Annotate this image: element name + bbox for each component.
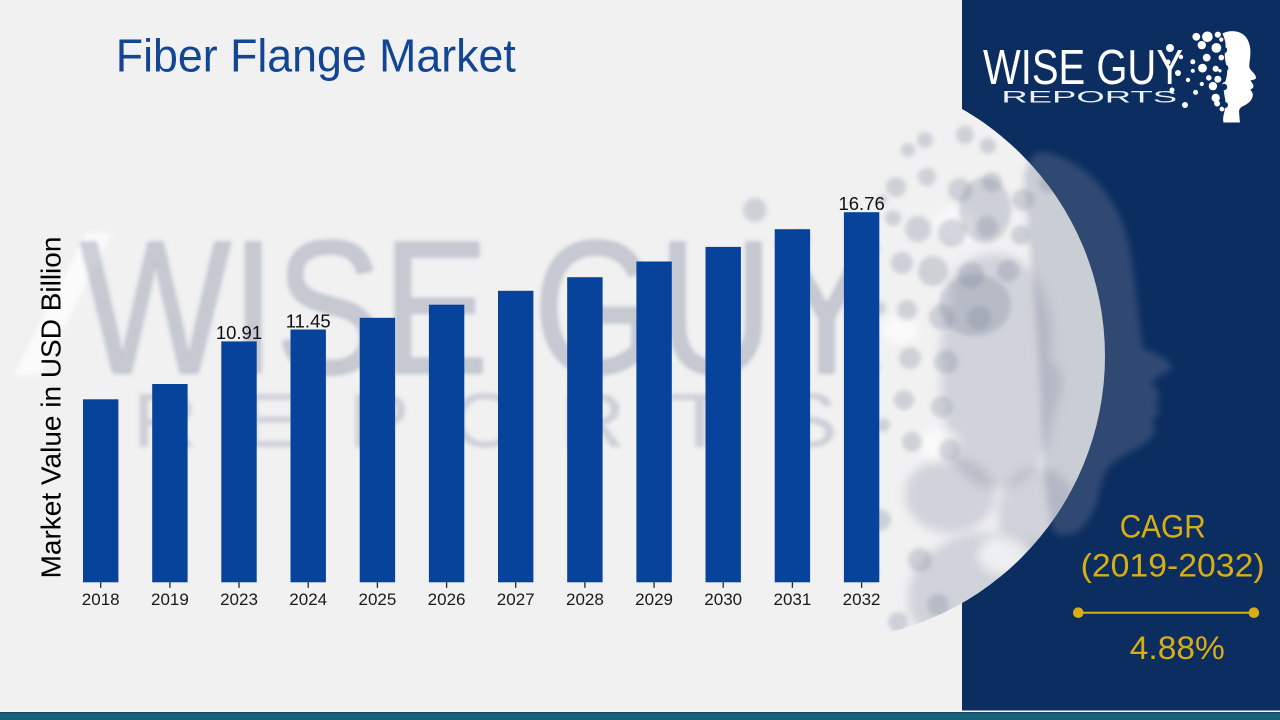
svg-text:2029: 2029 bbox=[635, 590, 673, 609]
svg-text:WISE GUY: WISE GUY bbox=[983, 40, 1183, 95]
svg-text:2032: 2032 bbox=[843, 590, 881, 609]
svg-text:11.45: 11.45 bbox=[286, 310, 331, 331]
svg-text:Market Value in USD Billion: Market Value in USD Billion bbox=[36, 237, 67, 579]
svg-text:2018: 2018 bbox=[82, 590, 120, 609]
svg-text:2026: 2026 bbox=[428, 590, 466, 609]
svg-text:Fiber Flange Market: Fiber Flange Market bbox=[116, 30, 516, 82]
svg-text:16.76: 16.76 bbox=[838, 193, 884, 214]
svg-text:2028: 2028 bbox=[566, 590, 604, 609]
svg-text:4.88%: 4.88% bbox=[1130, 630, 1225, 666]
svg-text:2023: 2023 bbox=[220, 590, 258, 609]
svg-text:10.91: 10.91 bbox=[216, 322, 262, 343]
svg-text:WISE GUY: WISE GUY bbox=[80, 202, 880, 414]
svg-text:CAGR: CAGR bbox=[1120, 509, 1206, 545]
svg-text:2031: 2031 bbox=[773, 590, 811, 609]
svg-text:2024: 2024 bbox=[289, 590, 327, 609]
svg-text:REPORTS: REPORTS bbox=[1001, 87, 1177, 106]
svg-text:2025: 2025 bbox=[358, 590, 396, 609]
svg-text:2027: 2027 bbox=[497, 590, 535, 609]
svg-text:2019: 2019 bbox=[151, 590, 189, 609]
svg-text:(2019-2032): (2019-2032) bbox=[1081, 548, 1265, 584]
svg-text:2030: 2030 bbox=[704, 590, 742, 609]
